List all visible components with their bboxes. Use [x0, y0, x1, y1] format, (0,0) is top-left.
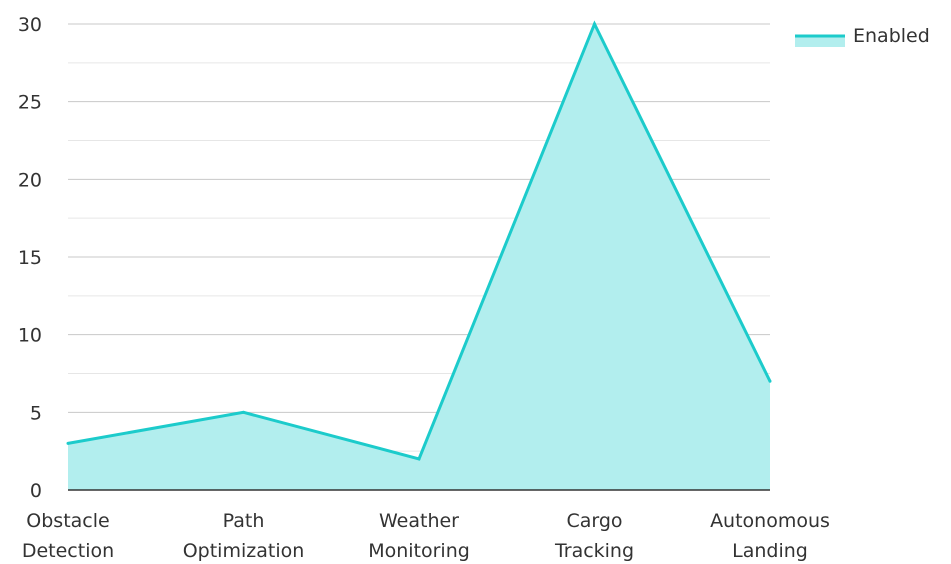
x-tick-label-line: Landing [732, 540, 808, 562]
y-tick-label: 5 [30, 402, 42, 424]
y-tick-label: 25 [18, 92, 42, 114]
x-tick-label-line: Tracking [554, 540, 634, 562]
series-area-0 [68, 24, 770, 490]
x-tick-label-line: Path [223, 510, 265, 532]
series-areas [68, 24, 770, 490]
y-tick-label: 15 [18, 247, 42, 269]
series-lines [66, 20, 772, 461]
legend[interactable]: Enabled [795, 25, 930, 47]
data-point-2 [417, 457, 421, 461]
x-tick-label-line: Optimization [183, 540, 305, 562]
gridlines [68, 23, 770, 452]
x-tick-label-line: Detection [22, 540, 114, 562]
data-point-0 [66, 441, 70, 445]
data-point-4 [768, 379, 772, 383]
y-tick-label: 20 [18, 169, 42, 191]
x-tick-label-line: Cargo [566, 510, 622, 532]
y-tick-label: 10 [18, 325, 42, 347]
x-tick-label: Weather Monitoring [368, 510, 470, 562]
x-tick-label-line: Autonomous [710, 510, 830, 532]
x-tick-label-line: Weather [379, 510, 459, 532]
y-tick-label: 30 [18, 14, 42, 36]
x-tick-label-line: Monitoring [368, 540, 470, 562]
legend-swatch [795, 36, 845, 47]
legend-label: Enabled [853, 25, 930, 47]
y-tick-label: 0 [30, 480, 42, 502]
x-tick-label: Path Optimization [183, 510, 305, 562]
x-tick-label: Autonomous Landing [710, 510, 830, 562]
x-tick-label: Cargo Tracking [554, 510, 634, 562]
x-axis-ticks: Obstacle Detection Path Optimization Weather… [22, 510, 830, 562]
data-point-3 [593, 22, 596, 26]
y-axis-ticks: 0 5 10 15 20 25 30 [18, 14, 42, 502]
data-point-1 [242, 410, 245, 414]
x-tick-label: Obstacle Detection [22, 510, 114, 562]
x-tick-label-line: Obstacle [26, 510, 109, 532]
